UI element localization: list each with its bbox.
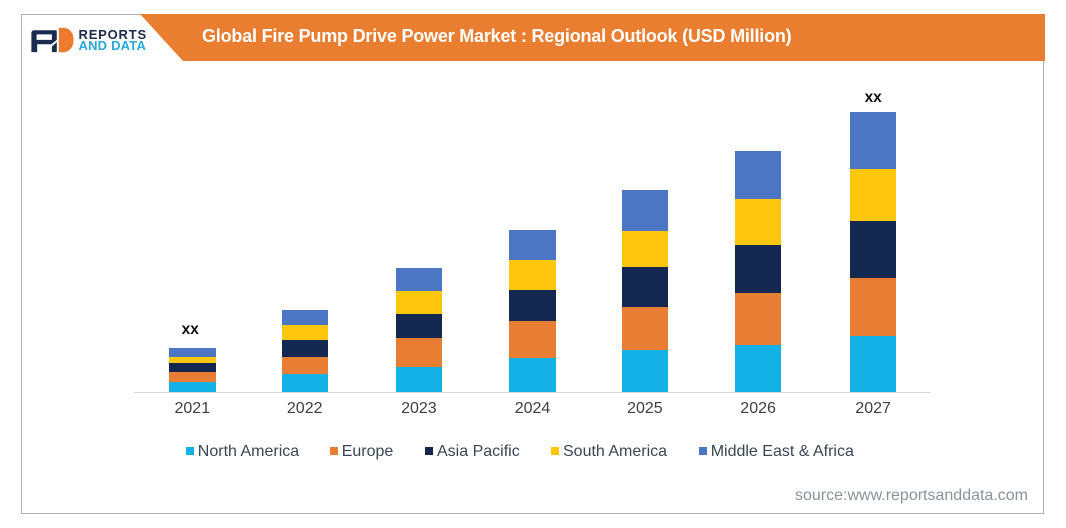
svg-text:REPORTS: REPORTS	[79, 27, 147, 42]
svg-text:AND DATA: AND DATA	[79, 38, 147, 53]
